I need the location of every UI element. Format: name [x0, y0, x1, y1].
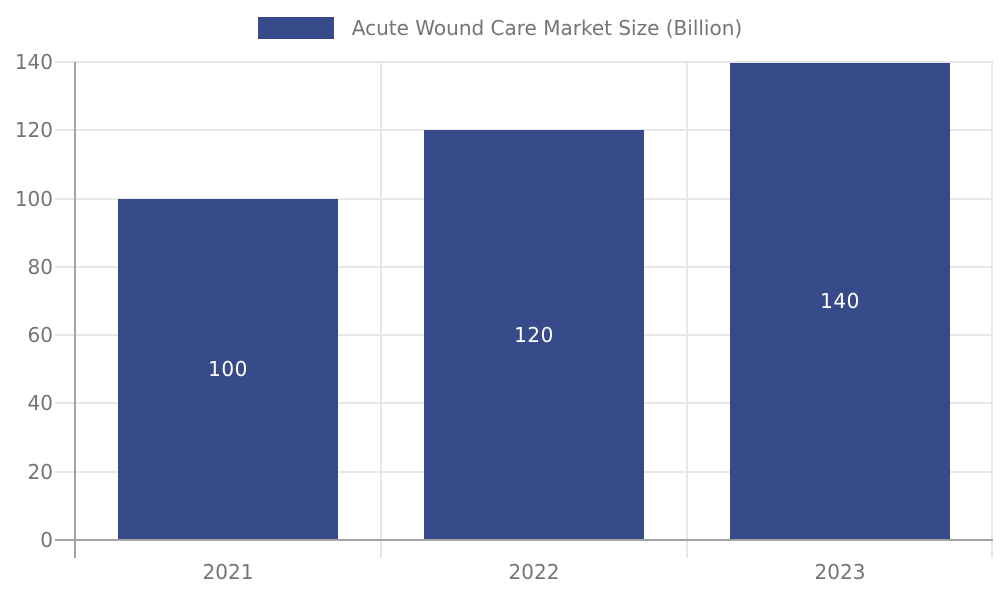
legend-swatch — [257, 17, 334, 39]
x-axis-line — [55, 539, 993, 541]
y-axis-tick-label: 20 — [27, 459, 53, 484]
bar-value-label: 140 — [820, 289, 860, 313]
bar-2022: 120 — [424, 130, 644, 540]
y-axis-tick-label: 100 — [14, 186, 53, 211]
plot-border-top — [75, 61, 993, 63]
y-axis-tick-label: 60 — [27, 323, 53, 348]
category-separator — [686, 62, 688, 558]
y-axis-tick-label: 140 — [14, 50, 53, 74]
bar-value-label: 120 — [514, 323, 554, 348]
bar-value-label: 100 — [208, 357, 248, 382]
y-axis-tick-label: 40 — [27, 391, 53, 416]
bar-2021: 100 — [118, 198, 338, 540]
category-separator — [380, 62, 382, 558]
plot-area: 100 120 140 — [55, 61, 993, 558]
y-axis-tick-label: 120 — [14, 118, 53, 143]
x-axis-label-2021: 2021 — [202, 560, 254, 584]
plot-border-right — [991, 61, 993, 558]
legend-label: Acute Wound Care Market Size (Billion) — [351, 16, 743, 40]
bar-2023: 140 — [730, 62, 950, 540]
y-axis-line — [74, 62, 76, 558]
x-axis-label-2022: 2022 — [508, 560, 560, 584]
x-axis-label-2023: 2023 — [814, 560, 866, 584]
y-axis-tick-label: 80 — [27, 254, 53, 279]
y-axis-tick-label: 0 — [40, 528, 53, 552]
legend: Acute Wound Care Market Size (Billion) — [0, 16, 1000, 40]
